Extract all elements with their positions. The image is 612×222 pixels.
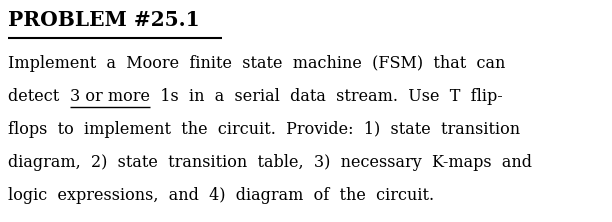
Text: Implement  a  Moore  finite  state  machine  (FSM)  that  can: Implement a Moore finite state machine (… (8, 55, 506, 72)
Text: PROBLEM #25.1: PROBLEM #25.1 (8, 10, 200, 30)
Text: detect: detect (8, 88, 70, 105)
Text: flops  to  implement  the  circuit.  Provide:  1)  state  transition: flops to implement the circuit. Provide:… (8, 121, 520, 138)
Text: 1s  in  a  serial  data  stream.  Use  T  flip-: 1s in a serial data stream. Use T flip- (149, 88, 502, 105)
Text: logic  expressions,  and  4)  diagram  of  the  circuit.: logic expressions, and 4) diagram of the… (8, 187, 434, 204)
Text: 3 or more: 3 or more (70, 88, 149, 105)
Text: diagram,  2)  state  transition  table,  3)  necessary  K-maps  and: diagram, 2) state transition table, 3) n… (8, 154, 532, 171)
